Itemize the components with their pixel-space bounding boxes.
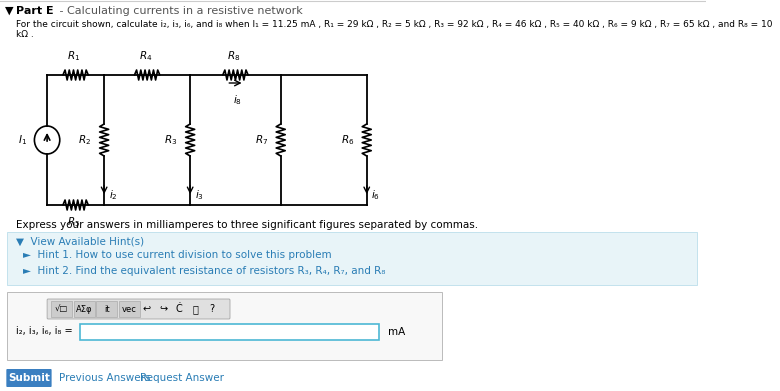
Text: Previous Answers: Previous Answers	[58, 373, 151, 383]
FancyBboxPatch shape	[74, 301, 94, 316]
FancyBboxPatch shape	[7, 292, 442, 360]
Text: vec: vec	[122, 305, 137, 314]
Text: - Calculating currents in a resistive network: - Calculating currents in a resistive ne…	[56, 6, 303, 16]
Text: Ċ: Ċ	[176, 304, 183, 314]
FancyBboxPatch shape	[6, 369, 51, 387]
Text: i₂, i₃, i₆, i₈ =: i₂, i₃, i₆, i₈ =	[16, 326, 73, 336]
FancyBboxPatch shape	[7, 232, 697, 285]
Text: $R_5$: $R_5$	[67, 215, 80, 229]
Text: $i_2$: $i_2$	[108, 188, 117, 202]
Text: ΑΣφ: ΑΣφ	[76, 305, 93, 314]
Text: $R_6$: $R_6$	[341, 133, 354, 147]
Text: ▼  View Available Hint(s): ▼ View Available Hint(s)	[16, 236, 144, 246]
Text: For the circuit shown, calculate i₂, i₃, i₆, and i₈ when I₁ = 11.25 mA , R₁ = 29: For the circuit shown, calculate i₂, i₃,…	[16, 20, 773, 39]
Text: ▼: ▼	[5, 6, 22, 16]
Text: ?: ?	[209, 304, 215, 314]
Text: mA: mA	[388, 327, 405, 337]
Text: ►  Hint 1. How to use current division to solve this problem: ► Hint 1. How to use current division to…	[23, 250, 332, 260]
Text: $R_4$: $R_4$	[139, 49, 152, 63]
Text: ↪: ↪	[159, 304, 167, 314]
Text: ↩: ↩	[143, 304, 151, 314]
Text: $R_7$: $R_7$	[255, 133, 268, 147]
Text: $R_2$: $R_2$	[79, 133, 91, 147]
FancyBboxPatch shape	[80, 324, 378, 340]
Text: $R_8$: $R_8$	[227, 49, 240, 63]
FancyBboxPatch shape	[97, 301, 117, 316]
Text: Request Answer: Request Answer	[140, 373, 225, 383]
Text: $i_6$: $i_6$	[371, 188, 381, 202]
FancyBboxPatch shape	[47, 299, 230, 319]
Text: √□: √□	[55, 305, 68, 314]
FancyBboxPatch shape	[51, 301, 72, 316]
Text: $i_8$: $i_8$	[232, 93, 242, 107]
Text: $R_3$: $R_3$	[165, 133, 178, 147]
Text: Express your answers in milliamperes to three significant figures separated by c: Express your answers in milliamperes to …	[16, 220, 478, 230]
Text: $i_3$: $i_3$	[195, 188, 204, 202]
Text: it: it	[104, 305, 110, 314]
Text: $I_1$: $I_1$	[18, 133, 27, 147]
Text: ⬜: ⬜	[193, 304, 199, 314]
Text: Submit: Submit	[8, 373, 50, 383]
FancyBboxPatch shape	[119, 301, 140, 316]
Text: $R_1$: $R_1$	[67, 49, 80, 63]
Text: Part E: Part E	[16, 6, 54, 16]
Text: ►  Hint 2. Find the equivalent resistance of resistors R₃, R₄, R₇, and R₈: ► Hint 2. Find the equivalent resistance…	[23, 266, 385, 276]
